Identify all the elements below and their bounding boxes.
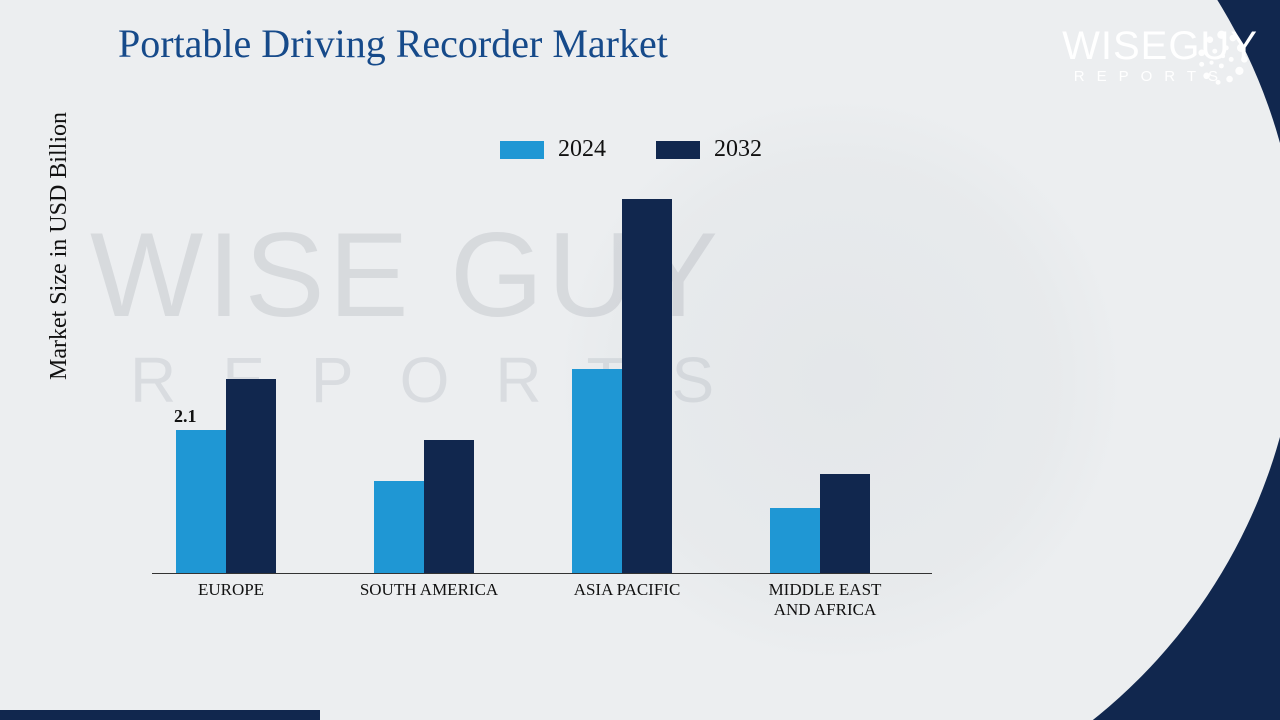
- bar-group: 2.1EUROPE: [156, 166, 306, 574]
- bar-value-label: 2.1: [174, 406, 197, 427]
- x-axis-category-label: EUROPE: [161, 580, 301, 600]
- bar-2032: [226, 379, 276, 573]
- bar-group: ASIA PACIFIC: [552, 166, 702, 574]
- x-axis-category-label: MIDDLE EAST AND AFRICA: [755, 580, 895, 619]
- bottom-accent-strip: [0, 710, 320, 720]
- bar-2024: [176, 430, 226, 573]
- head-dots-icon: [1182, 20, 1264, 102]
- brand-logo: WISEGUY REPORTS: [998, 26, 1258, 85]
- x-axis-category-label: SOUTH AMERICA: [359, 580, 499, 600]
- bar-group: MIDDLE EAST AND AFRICA: [750, 166, 900, 574]
- stage: WISE GUY REPORTS Portable Driving Record…: [0, 0, 1280, 720]
- chart-title: Portable Driving Recorder Market: [118, 20, 668, 67]
- bar-2032: [424, 440, 474, 573]
- bar-group: SOUTH AMERICA: [354, 166, 504, 574]
- y-axis-label: Market Size in USD Billion: [46, 112, 73, 380]
- bar-2024: [572, 369, 622, 573]
- plot-area: 2.1EUROPE SOUTH AMERICA ASIA PACIFIC MIDDLE…: [152, 166, 932, 574]
- bar-2024: [770, 508, 820, 573]
- bar-2032: [820, 474, 870, 573]
- x-axis-category-label: ASIA PACIFIC: [557, 580, 697, 600]
- bar-2032: [622, 199, 672, 573]
- chart-area: Market Size in USD Billion 2.1EUROPESOUT…: [60, 130, 940, 690]
- bar-2024: [374, 481, 424, 573]
